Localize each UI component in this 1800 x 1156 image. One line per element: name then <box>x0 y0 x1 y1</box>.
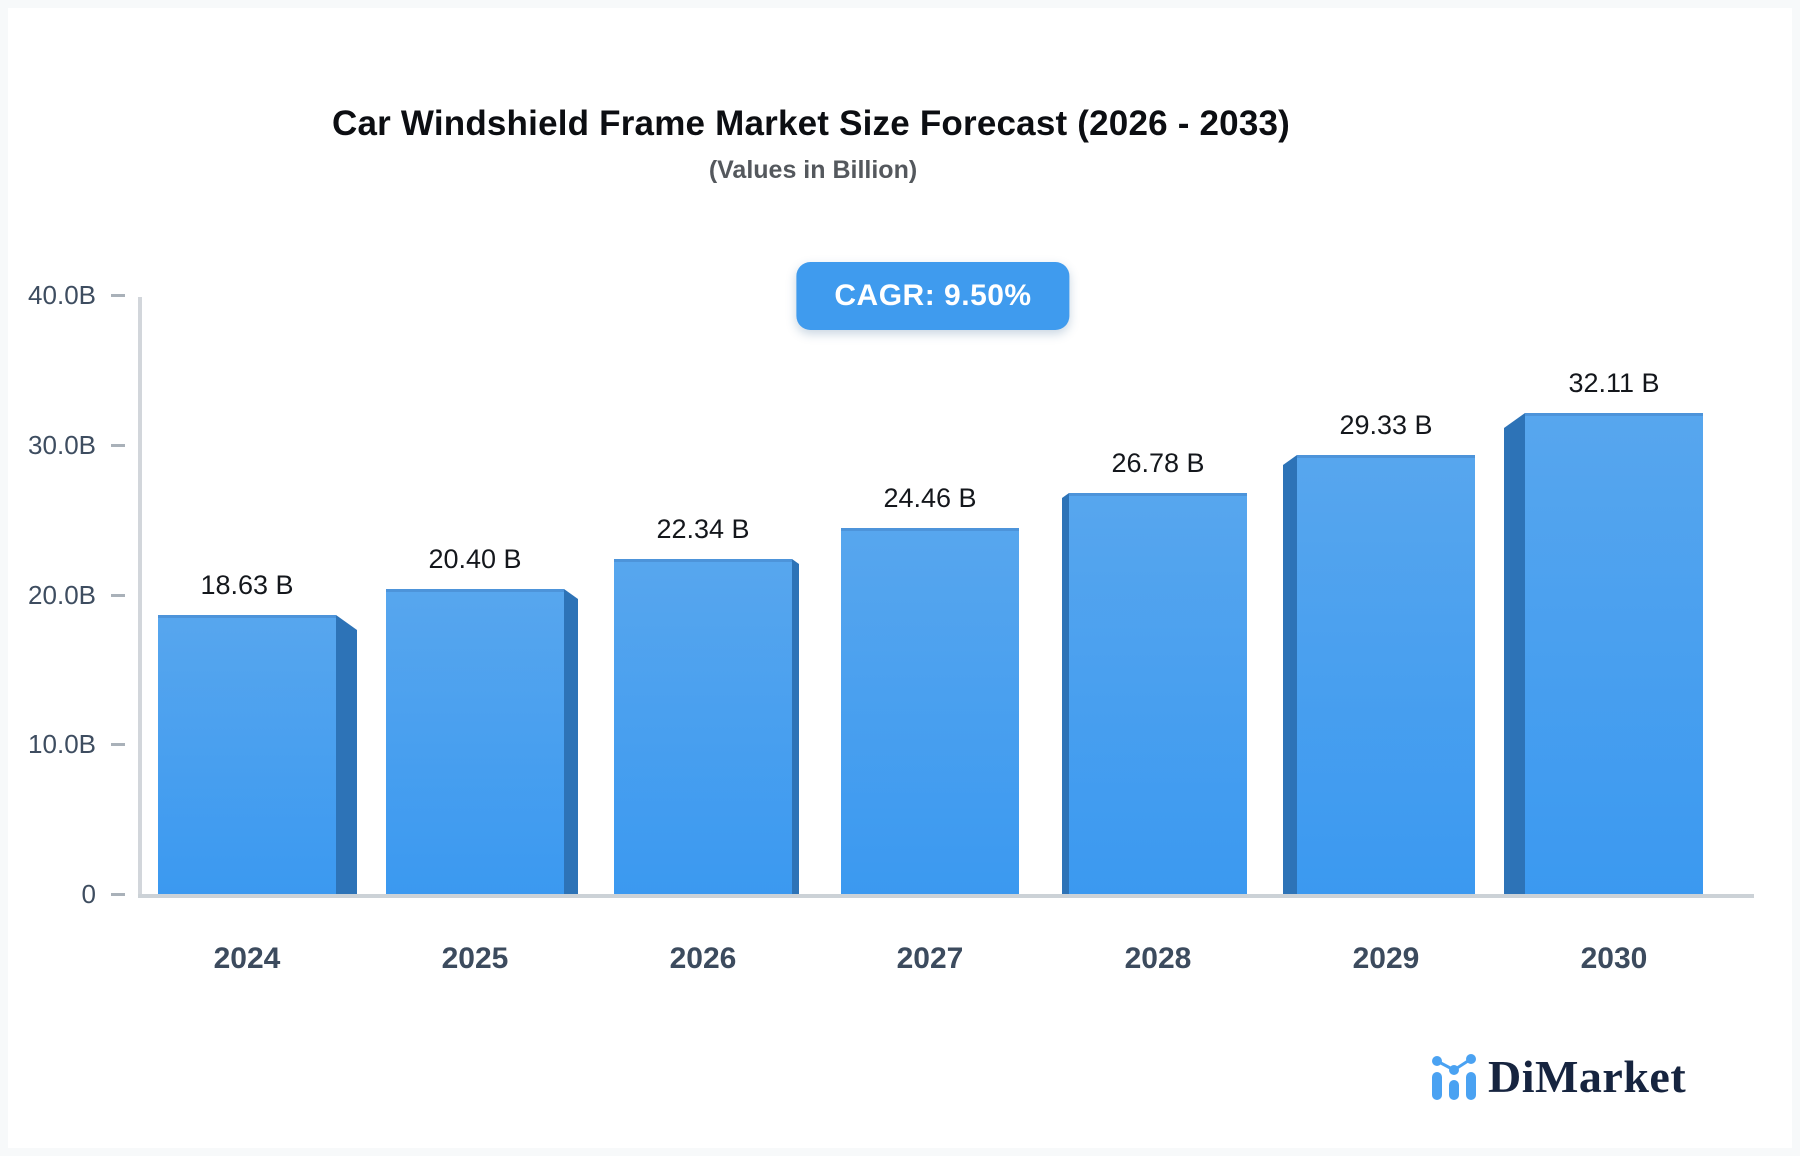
y-tick-mark <box>111 594 125 597</box>
bar-3d-side <box>1062 493 1069 894</box>
cagr-badge-label: CAGR: 9.50% <box>834 279 1032 312</box>
bar-value-label: 24.46 B <box>883 483 977 513</box>
bar-value-label: 18.63 B <box>200 570 294 600</box>
bar-value-label: 20.40 B <box>428 544 522 574</box>
bar-3d-side <box>1504 413 1525 894</box>
bar-2024 <box>158 615 336 894</box>
bar-value-label: 22.34 B <box>656 514 750 544</box>
x-axis-label-2025: 2025 <box>441 942 509 975</box>
x-axis-label-2026: 2026 <box>669 942 737 975</box>
bar-value-label: 32.11 B <box>1568 368 1660 398</box>
chart-card: Car Windshield Frame Market Size Forecas… <box>8 8 1792 1148</box>
brand-logo: DiMarket <box>1432 1048 1686 1100</box>
y-tick-mark <box>111 294 125 297</box>
chart-subtitle: (Values in Billion) <box>708 156 918 184</box>
x-axis-line <box>138 894 1754 898</box>
x-axis-label-2028: 2028 <box>1124 942 1192 975</box>
bar-3d-side <box>564 589 578 894</box>
y-tick-label: 0 <box>81 879 96 909</box>
x-axis-label-2027: 2027 <box>896 942 964 975</box>
bar-2030 <box>1525 413 1703 894</box>
x-axis-label-2030: 2030 <box>1580 942 1648 975</box>
bar-3d-side <box>792 559 799 894</box>
y-tick-mark <box>111 743 125 746</box>
bar-value-label: 29.33 B <box>1339 410 1433 440</box>
chart-title: Car Windshield Frame Market Size Forecas… <box>332 104 1290 143</box>
y-tick-label: 20.0B <box>28 580 96 610</box>
y-tick-label: 40.0B <box>28 280 96 310</box>
bar-2029 <box>1297 455 1475 894</box>
x-axis-label-2024: 2024 <box>213 942 281 975</box>
brand-logo-icon <box>1432 1054 1476 1100</box>
y-tick-label: 10.0B <box>28 729 96 759</box>
bar-value-label: 26.78 B <box>1111 448 1205 478</box>
bar-3d-side <box>336 615 357 894</box>
bar-2025 <box>386 589 564 894</box>
y-axis-line <box>138 297 142 894</box>
x-axis-label-2029: 2029 <box>1352 942 1420 975</box>
brand-logo-text: DiMarket <box>1488 1051 1687 1102</box>
cagr-badge: CAGR: 9.50% <box>796 262 1070 330</box>
y-tick-label: 30.0B <box>28 430 96 460</box>
bar-2026 <box>614 559 792 894</box>
bar-2027 <box>841 528 1019 894</box>
y-tick-mark <box>111 444 125 447</box>
y-tick-mark <box>111 893 125 896</box>
bar-2028 <box>1069 493 1247 894</box>
bar-chart-plot: 40.0B 30.0B 20.0B 10.0B 0 18.63 B 2024 20.40 B 2… <box>8 8 1792 1148</box>
bar-3d-side <box>1283 455 1297 894</box>
